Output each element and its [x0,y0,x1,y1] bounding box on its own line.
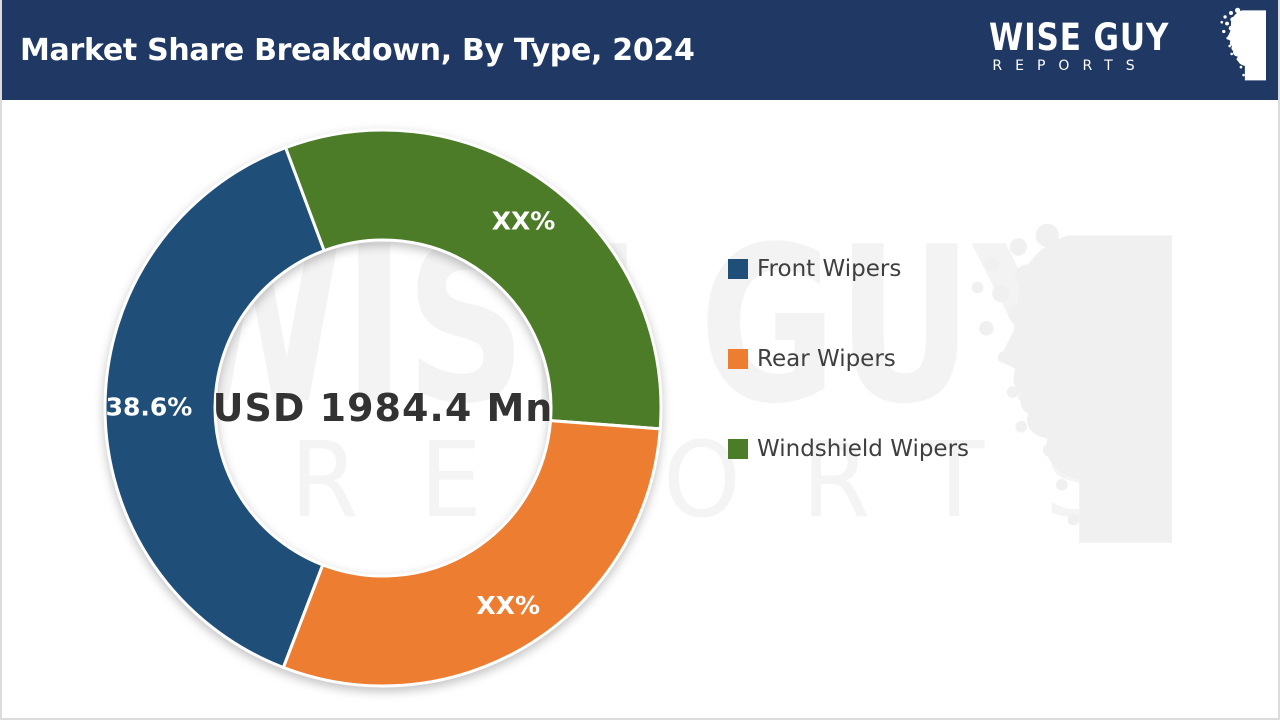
legend-item-windshield-wipers: Windshield Wipers [728,434,969,464]
legend-swatch-front-wipers [728,259,748,279]
legend-label: Windshield Wipers [757,436,970,462]
donut-segment-label: XX% [476,591,540,620]
legend-label: Front Wipers [757,256,902,282]
legend-swatch-rear-wipers [728,349,748,369]
donut-segment-label: 38.6% [106,392,193,421]
brand-logo: WISE GUY REPORTS [989,6,1266,86]
header-bar: Market Share Breakdown, By Type, 2024 WI… [0,0,1280,100]
brand-logo-line2: REPORTS [992,58,1148,74]
donut-segment-label: XX% [492,206,556,235]
legend-label: Rear Wipers [757,346,896,372]
donut-segment-front-wipers [103,146,326,670]
donut-segment-rear-wipers [281,419,662,688]
chart-legend: Front Wipers Rear Wipers Windshield Wipe… [728,254,969,464]
page-title: Market Share Breakdown, By Type, 2024 [20,32,695,68]
chart-center-value: USD 1984.4 Mn [212,386,554,430]
legend-item-front-wipers: Front Wipers [728,254,969,284]
donut-segment-windshield-wipers [284,128,663,431]
brand-logo-text: WISE GUY REPORTS [989,16,1204,74]
legend-item-rear-wipers: Rear Wipers [728,344,969,374]
brand-logo-face-dots-icon [1220,7,1266,81]
legend-swatch-windshield-wipers [728,439,748,459]
brand-logo-line1: WISE GUY [989,16,1170,59]
